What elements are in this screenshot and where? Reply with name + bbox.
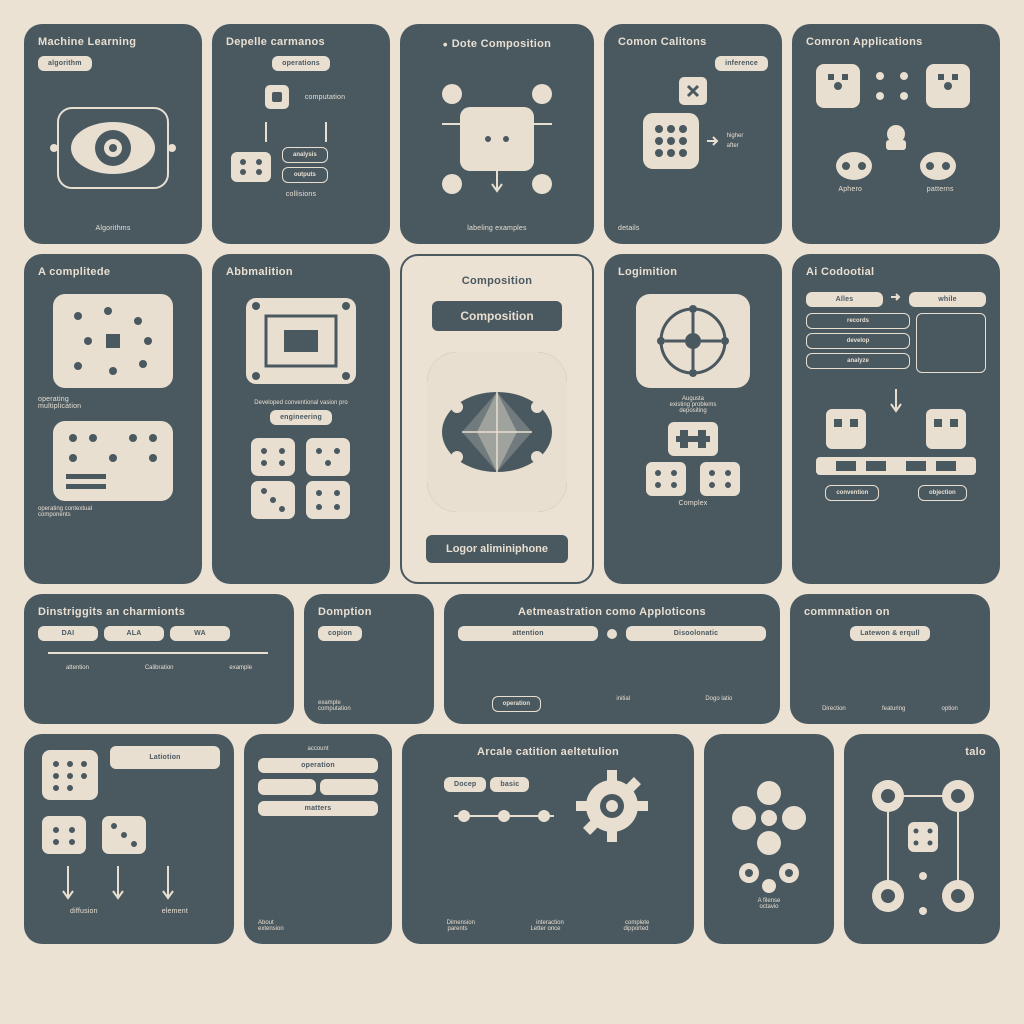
card-dinstriggits: Dinstriggits an charmionts DAI ALA WA at…	[24, 594, 294, 724]
top-grid-icon	[806, 56, 986, 116]
tag: algorithm	[38, 56, 92, 71]
scatter-icon	[38, 286, 188, 396]
card-arcale: Arcale catition aeltetulion Docep basic	[402, 734, 694, 944]
row-1: Machine Learning algorithm Algorithms De…	[24, 24, 1000, 244]
dice-icon	[98, 812, 150, 858]
row-2: A complitede operating multiplication op…	[24, 254, 1000, 584]
card-composition-center: Composition Composition Logor aliminipho…	[400, 254, 594, 584]
card-aetmeastration: Aetmeastration como Apploticons attentio…	[444, 594, 780, 724]
blob-icons	[806, 116, 986, 186]
circuit-icon	[858, 766, 988, 926]
card-ai-codootial: Ai Codootial Alles while records develop…	[792, 254, 1000, 584]
arrow-icon	[705, 135, 721, 147]
row-4: Latiotion diffusion element account oper…	[24, 734, 1000, 944]
card-plus: A filense octavio	[704, 734, 834, 944]
divider	[38, 641, 278, 665]
card-machine-learning: Machine Learning algorithm Algorithms	[24, 24, 202, 244]
quad-dice-icon	[226, 433, 376, 523]
grid9-icon	[643, 113, 699, 169]
timeline-icon	[444, 796, 564, 836]
gear-icon	[572, 766, 652, 846]
card-abbmalition: Abbmalition Developed conventional vasio…	[212, 254, 390, 584]
dice-icon	[38, 812, 90, 858]
card-comron-applications: Comron Applications Aphero patterns	[792, 24, 1000, 244]
dots-icon	[226, 147, 276, 187]
arrow-icon	[889, 292, 903, 302]
title: Machine Learning	[38, 36, 188, 48]
glyph-dice-icon	[618, 420, 768, 500]
radar-icon	[618, 286, 768, 396]
card-latiotion: Latiotion diffusion element	[24, 734, 234, 944]
eye-icon	[38, 71, 188, 225]
card-commnation: commnation on Latewon & erqull Direction…	[790, 594, 990, 724]
grid-icon	[38, 746, 102, 804]
frame-icon	[226, 286, 376, 396]
row-3: Dinstriggits an charmionts DAI ALA WA at…	[24, 594, 1000, 724]
chip-icon	[257, 77, 297, 117]
card-complitede: A complitede operating multiplication op…	[24, 254, 202, 584]
card-comon-calitons: Comon Calitons inference higher after de…	[604, 24, 782, 244]
footer: Algorithms	[38, 225, 188, 232]
card-logimition: Logimition Augusta existing problems dep…	[604, 254, 782, 584]
x-icon	[679, 77, 707, 105]
card-depelle: Depelle carmanos operations computation …	[212, 24, 390, 244]
dot-icon	[606, 628, 618, 640]
card-dote-composition: •Dote Composition labeling examples	[400, 24, 594, 244]
card-bars: account operation matters About extensio…	[244, 734, 392, 944]
panel-icon	[38, 416, 188, 506]
square-diagram	[414, 52, 580, 225]
arrows-down-icon	[38, 858, 218, 908]
tag: operations	[272, 56, 330, 71]
card-talo: talo	[844, 734, 1000, 944]
building-icon	[806, 379, 986, 479]
crystal-icon	[412, 337, 582, 527]
connector	[226, 117, 376, 147]
plus-cluster-icon	[719, 768, 819, 898]
card-domption: Domption copion example computation	[304, 594, 434, 724]
title: Depelle carmanos	[226, 36, 376, 48]
